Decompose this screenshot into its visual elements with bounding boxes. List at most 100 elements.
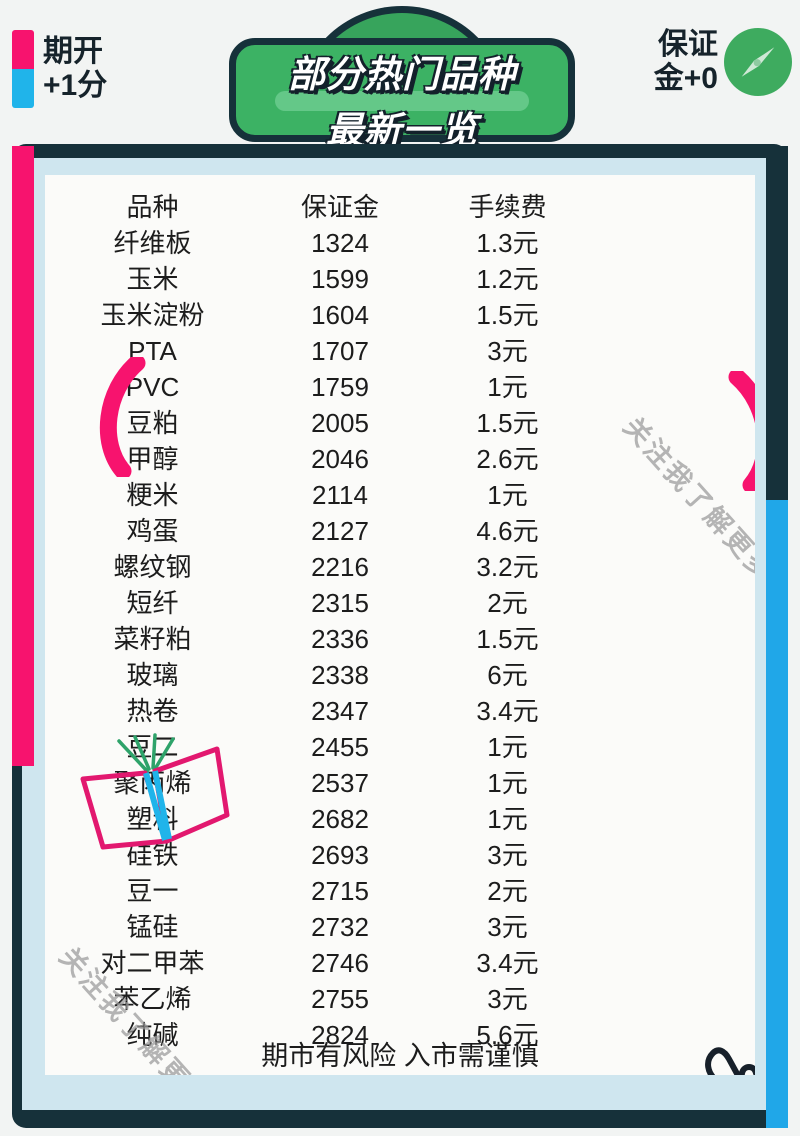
cell-name: 玉米淀粉 — [100, 300, 205, 330]
left-badge-line-1: 期开 — [43, 35, 103, 69]
cell-margin: 2338 — [311, 660, 369, 690]
cell-fee: 3.4元 — [476, 696, 539, 726]
cell-margin: 1324 — [311, 228, 369, 258]
table-row: PTA 1707 3元 — [45, 333, 755, 369]
table-row: 对二甲苯 2746 3.4元 — [45, 945, 755, 981]
left-badge-line-2: +1分 — [43, 69, 108, 102]
cell-fee: 1元 — [487, 480, 528, 510]
right-badge-line-1: 保证 — [658, 28, 718, 62]
accent-stripe-right-navy — [766, 146, 788, 500]
cell-fee: 3元 — [487, 840, 528, 870]
bottom-strip — [0, 1130, 800, 1136]
cell-margin: 2755 — [311, 984, 369, 1014]
compass-icon — [724, 28, 792, 96]
title-banner: 部分热门品种 最新一览 — [229, 6, 575, 151]
cell-name: 螺纹钢 — [113, 552, 192, 582]
table-row: 热卷 2347 3.4元 — [45, 693, 755, 729]
table-row: 玻璃 2338 6元 — [45, 657, 755, 693]
cell-name: 鸡蛋 — [126, 516, 179, 546]
accent-stripe-left-pink — [12, 146, 34, 766]
cell-name: 纤维板 — [113, 228, 192, 258]
cell-fee: 1.5元 — [476, 624, 539, 654]
cell-fee: 1.2元 — [476, 264, 539, 294]
cell-margin: 1707 — [311, 336, 369, 366]
table-row: 纤维板 1324 1.3元 — [45, 225, 755, 261]
cell-margin: 2005 — [311, 408, 369, 438]
cell-fee: 1元 — [487, 372, 528, 402]
column-header-fee: 手续费 — [468, 192, 547, 222]
cell-fee: 3元 — [487, 336, 528, 366]
commodity-table: 品种 保证金 手续费 纤维板 1324 1.3元玉米 1599 1.2元玉米淀粉 1604… — [45, 189, 755, 1053]
table-row: 鸡蛋 2127 4.6元 — [45, 513, 755, 549]
cell-name: 玻璃 — [126, 660, 179, 690]
cell-name: 短纤 — [126, 588, 179, 618]
table-row: 纯碱 2824 5.6元 — [45, 1017, 755, 1053]
swatch-blue — [12, 69, 34, 108]
table-header-row: 品种 保证金 手续费 — [45, 189, 755, 225]
cell-name: 锰硅 — [126, 912, 179, 942]
table-row: 豆粕 2005 1.5元 — [45, 405, 755, 441]
cell-name: 粳米 — [126, 480, 179, 510]
cell-fee: 3.2元 — [476, 552, 539, 582]
table-row: 甲醇 2046 2.6元 — [45, 441, 755, 477]
column-header-margin: 保证金 — [300, 192, 379, 222]
cell-margin: 1599 — [311, 264, 369, 294]
cell-margin: 1759 — [311, 372, 369, 402]
banner-title-line-1: 部分热门品种 — [288, 54, 516, 95]
cell-fee: 1元 — [487, 768, 528, 798]
cell-fee: 1.5元 — [476, 300, 539, 330]
cell-fee: 2元 — [487, 588, 528, 618]
cell-fee: 1.5元 — [476, 408, 539, 438]
cell-margin: 1604 — [311, 300, 369, 330]
cell-name: 豆粕 — [126, 408, 179, 438]
banner-card — [229, 38, 575, 142]
cell-margin: 2347 — [311, 696, 369, 726]
cell-fee: 2元 — [487, 876, 528, 906]
table-row: 苯乙烯 2755 3元 — [45, 981, 755, 1017]
table-row: 锰硅 2732 3元 — [45, 909, 755, 945]
accent-stripe-right-blue — [766, 500, 788, 1128]
cell-name: 苯乙烯 — [113, 984, 192, 1014]
cell-name: 玉米 — [126, 264, 179, 294]
column-header-name: 品种 — [126, 192, 179, 222]
table-body: 纤维板 1324 1.3元玉米 1599 1.2元玉米淀粉 1604 1.5元 PTA 1707… — [45, 225, 755, 1053]
cell-name: 豆一 — [126, 876, 179, 906]
right-badge-line-2: 金+0 — [653, 62, 718, 95]
disclaimer-text: 期市有风险 入市需谨慎 — [261, 1041, 539, 1071]
cell-margin: 2114 — [312, 480, 368, 510]
cell-name: 菜籽粕 — [113, 624, 192, 654]
cell-margin: 2537 — [311, 768, 369, 798]
cell-fee: 1元 — [487, 804, 528, 834]
cell-margin: 2046 — [311, 444, 369, 474]
cell-margin: 2216 — [311, 552, 369, 582]
content-card: 品种 保证金 手续费 纤维板 1324 1.3元玉米 1599 1.2元玉米淀粉 1604… — [45, 175, 755, 1075]
cell-margin: 2715 — [311, 876, 369, 906]
cell-fee: 1.3元 — [476, 228, 539, 258]
table-row: 豆一 2715 2元 — [45, 873, 755, 909]
cell-margin: 2336 — [311, 624, 369, 654]
cell-margin: 2732 — [311, 912, 369, 942]
table-row: 塑料 2682 1元 — [45, 801, 755, 837]
table-row: 短纤 2315 2元 — [45, 585, 755, 621]
table-row: PVC 1759 1元 — [45, 369, 755, 405]
cell-name: PTA — [128, 336, 177, 366]
cell-margin: 2746 — [311, 948, 369, 978]
cell-name: 热卷 — [126, 696, 179, 726]
right-badge-text: 保证 金+0 — [654, 28, 718, 95]
table-row: 玉米淀粉 1604 1.5元 — [45, 297, 755, 333]
cell-margin: 2455 — [311, 732, 369, 762]
top-bar: 期开 +1分 保证 金+0 部分热门品种 最新一览 — [0, 0, 800, 151]
cell-name: 塑料 — [126, 804, 179, 834]
pointing-hand-icon — [705, 1047, 755, 1075]
table-row: 螺纹钢 2216 3.2元 — [45, 549, 755, 585]
cell-fee: 3.4元 — [476, 948, 539, 978]
cell-name: 纯碱 — [126, 1020, 179, 1050]
cell-fee: 4.6元 — [476, 516, 539, 546]
left-badge-text: 期开 +1分 — [43, 35, 107, 102]
cell-fee: 6元 — [487, 660, 528, 690]
cell-margin: 2693 — [311, 840, 369, 870]
cell-name: 甲醇 — [126, 444, 179, 474]
cell-fee: 3元 — [487, 912, 528, 942]
right-badge: 保证 金+0 — [654, 28, 792, 96]
cell-margin: 2682 — [311, 804, 369, 834]
